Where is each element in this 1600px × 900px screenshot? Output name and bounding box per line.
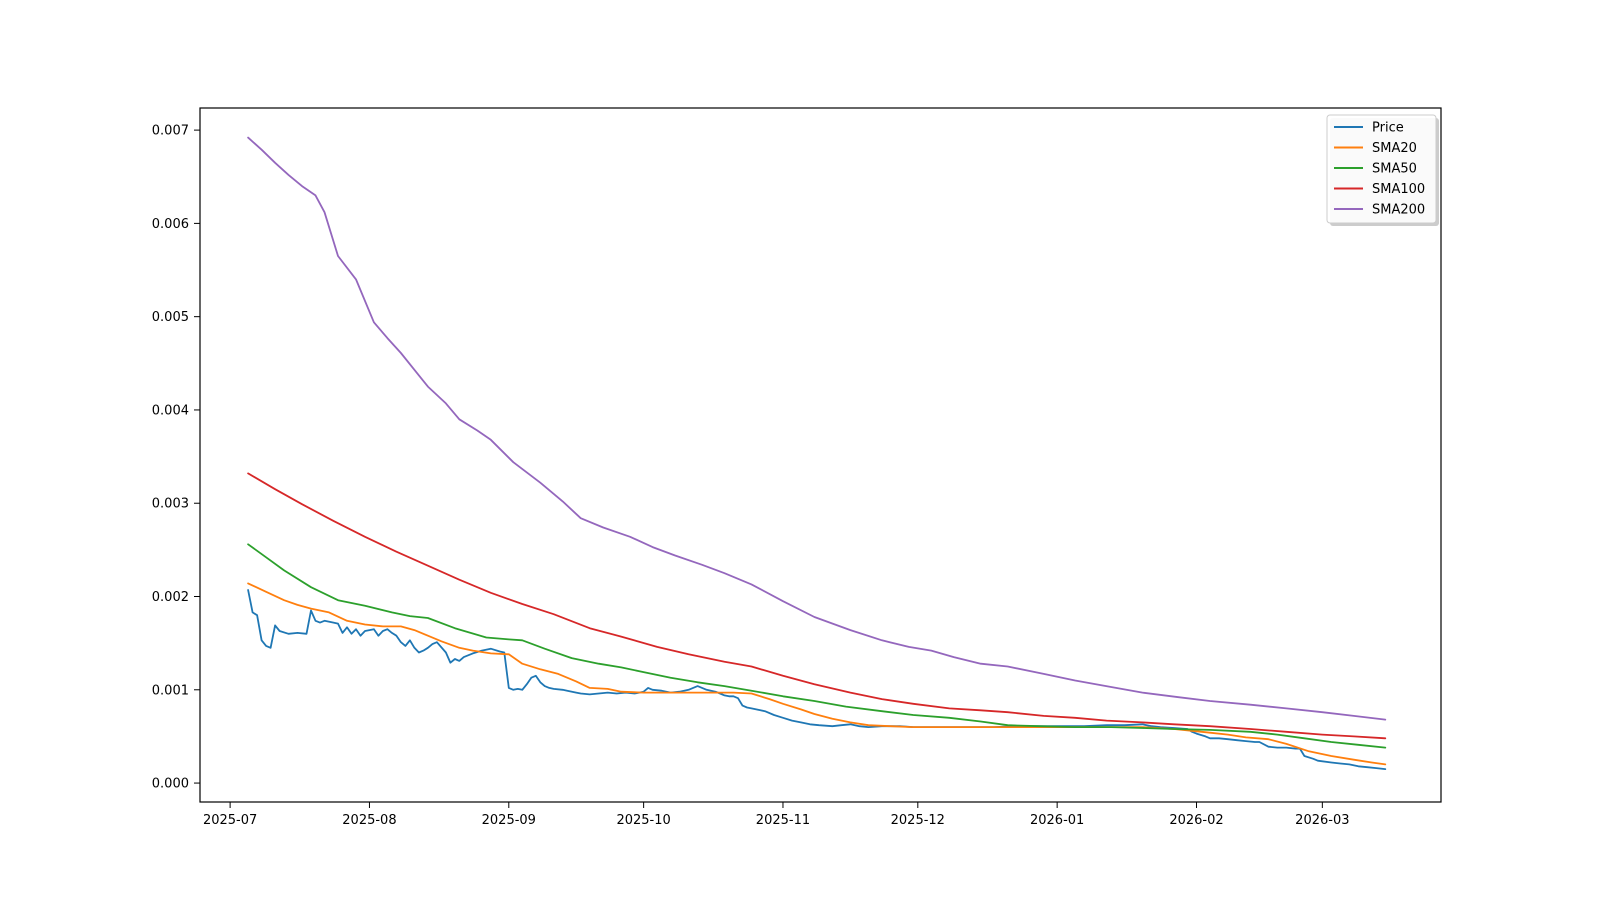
legend-label-sma200: SMA200 bbox=[1372, 203, 1425, 218]
x-tick-label: 2026-02 bbox=[1169, 813, 1223, 828]
y-tick-label: 0.007 bbox=[152, 124, 189, 139]
x-tick-label: 2025-10 bbox=[616, 813, 670, 828]
x-tick-label: 2025-11 bbox=[756, 813, 810, 828]
legend-label-sma100: SMA100 bbox=[1372, 182, 1425, 197]
x-tick-label: 2026-01 bbox=[1030, 813, 1084, 828]
plot-frame bbox=[199, 107, 1442, 803]
x-tick-label: 2025-08 bbox=[342, 813, 396, 828]
x-tick-label: 2025-09 bbox=[482, 813, 536, 828]
y-tick-label: 0.001 bbox=[152, 683, 189, 698]
legend: Price SMA20 SMA50 SMA100 SMA200 bbox=[1326, 114, 1439, 226]
series-line-price bbox=[247, 589, 1387, 770]
x-tick-label: 2026-03 bbox=[1295, 813, 1349, 828]
series-line-sma200 bbox=[247, 136, 1387, 721]
legend-label-price: Price bbox=[1372, 121, 1404, 136]
y-tick-label: 0.005 bbox=[152, 310, 189, 325]
y-tick-label: 0.004 bbox=[152, 403, 189, 418]
legend-label-sma20: SMA20 bbox=[1372, 141, 1417, 156]
series-line-sma100 bbox=[247, 472, 1387, 740]
y-tick-label: 0.006 bbox=[152, 217, 189, 232]
y-tick-label: 0.000 bbox=[152, 777, 189, 792]
series-line-sma20 bbox=[247, 582, 1387, 766]
legend-box bbox=[1326, 114, 1437, 224]
y-tick-label: 0.003 bbox=[152, 497, 189, 512]
y-tick-label: 0.002 bbox=[152, 590, 189, 605]
plot-area bbox=[200, 108, 1441, 802]
x-tick-label: 2025-12 bbox=[891, 813, 945, 828]
series-line-sma50 bbox=[247, 543, 1387, 749]
legend-label-sma50: SMA50 bbox=[1372, 162, 1417, 177]
x-tick-label: 2025-07 bbox=[203, 813, 257, 828]
